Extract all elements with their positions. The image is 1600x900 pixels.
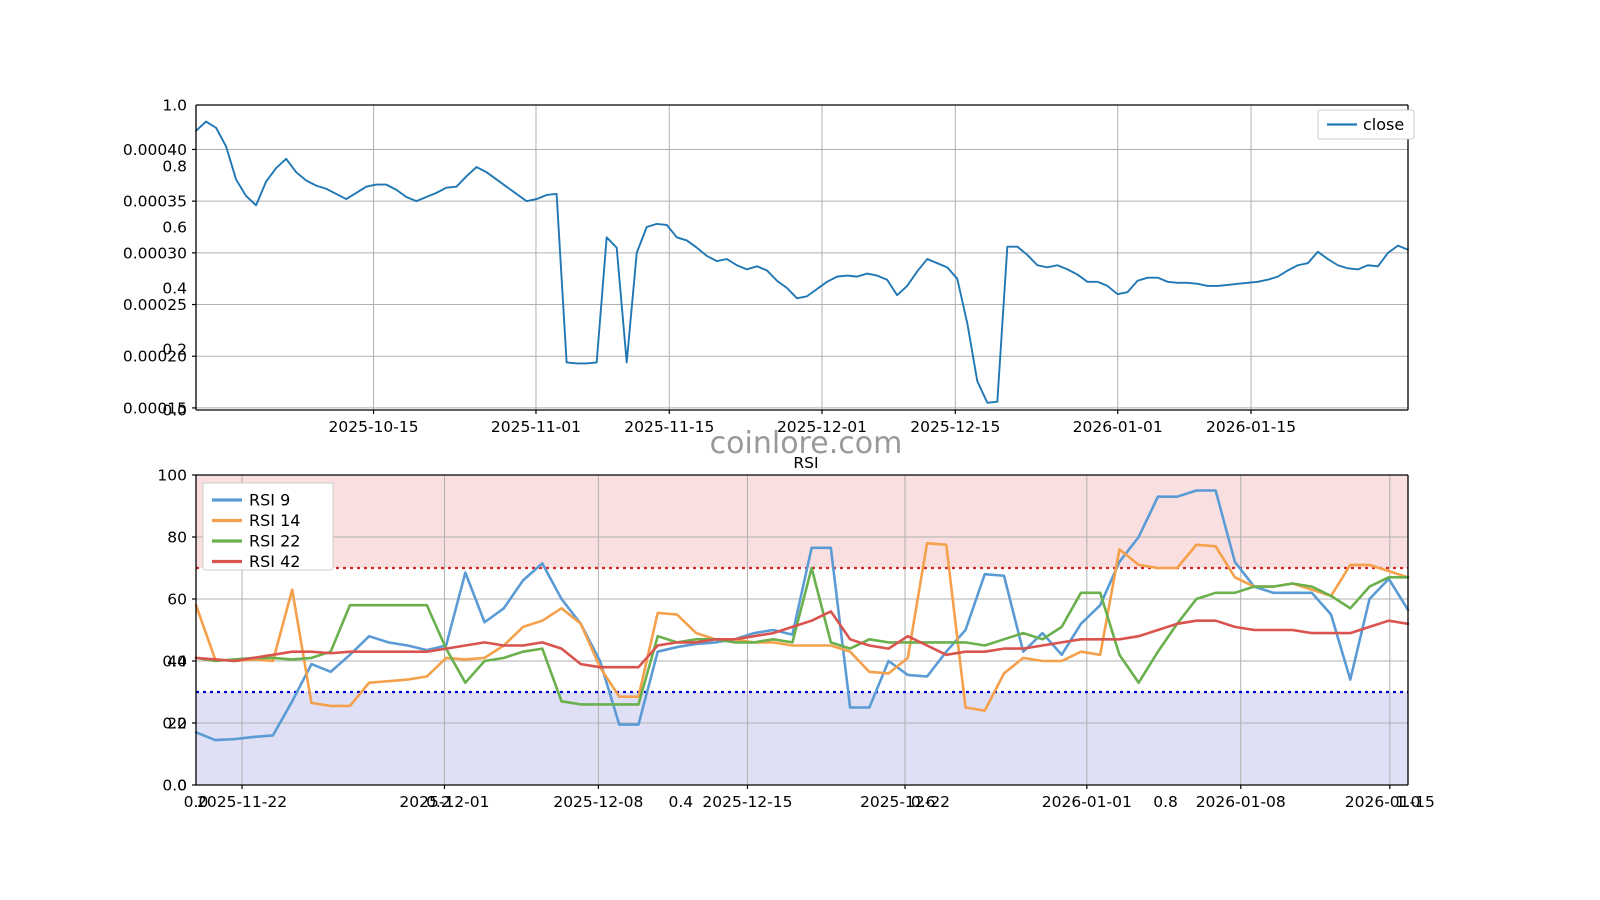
rsi-series-group [194,489,1410,742]
rsi-xtick-2026-01-15: 2026-01-15 [1345,793,1435,811]
rsi-legend-label-rsi-9: RSI 9 [249,491,290,510]
rsi-xtick-2026-01-01: 2026-01-01 [1042,793,1132,811]
rsi-ytick-60: 60 [167,591,187,609]
rsi-series-rsi-14 [194,541,1410,712]
price-xtick-2025-10-15: 2025-10-15 [329,418,419,436]
price-xticks: 2025-10-15 2025-11-01 2025-11-15 2025-12-01… [329,410,1296,436]
price-plot-area [196,105,1408,410]
price-gridlines [196,105,1408,410]
price-ytick-0.00015: 0.00015 [123,399,187,417]
rsi-xtick-2026-01-08: 2026-01-08 [1196,793,1286,811]
rsi-legend-box [202,482,334,571]
price-legend-label-close: close [1363,115,1404,134]
rsi-ytick-40: 40 [167,653,187,671]
rsi-xtick-2025-11-22: 2025-11-22 [197,793,287,811]
price-xtick-2025-12-01: 2025-12-01 [777,418,867,436]
price-ytick-0.00030: 0.00030 [123,244,187,262]
rsi-xtick-2025-12-15: 2025-12-15 [702,793,792,811]
watermark: coinlore.com [710,426,903,461]
price-xtick-2025-11-15: 2025-11-15 [624,418,714,436]
price-series-close [195,120,1409,404]
rsi-xtick-2025-12-22: 2025-12-22 [860,793,950,811]
rsi-panel-title: RSI [793,454,818,472]
price-ytick-secondary-0.4: 0.4 [162,280,187,298]
price-xtick-2025-11-01: 2025-11-01 [491,418,581,436]
price-ytick-0.00025: 0.00025 [123,296,187,314]
rsi-xtick-secondary-0.6: 0.6 [911,793,936,811]
rsi-ytick-secondary-0.0: 0.0 [162,777,187,795]
price-xtick-2026-01-15: 2026-01-15 [1206,418,1296,436]
rsi-gridlines [196,475,1408,785]
price-ytick-0.00040: 0.00040 [123,141,187,159]
price-ytick-secondary-0.0: 0.0 [162,402,187,420]
rsi-legend-label-rsi-14: RSI 14 [249,511,300,530]
price-series-group [195,120,1409,404]
price-panel: 0.00015 0.00020 0.00025 0.00030 0.00035 0.000… [123,97,1415,436]
rsi-series-rsi-9 [194,489,1410,742]
rsi-xtick-secondary-0.2: 0.2 [426,793,451,811]
price-legend[interactable]: close [1317,109,1415,140]
rsi-series-rsi-42 [194,610,1410,669]
rsi-xtick-secondary-0.8: 0.8 [1153,793,1178,811]
rsi-xticks: 2025-11-22 2025-12-01 2025-12-08 2025-12-15… [184,785,1435,811]
rsi-yticks: 0 20 40 60 80 100 0.0 0.2 0.4 [157,467,196,795]
price-xtick-2026-01-01: 2026-01-01 [1073,418,1163,436]
rsi-ytick-0: 0 [177,777,187,795]
rsi-oversold-band [196,692,1408,785]
rsi-panel: 0 20 40 60 80 100 0.0 0.2 0.4 2025-11-22 2025-12-… [157,454,1434,811]
price-ytick-secondary-0.6: 0.6 [162,219,187,237]
price-ytick-secondary-0.8: 0.8 [162,158,187,176]
price-ytick-0.00020: 0.00020 [123,348,187,366]
rsi-xtick-secondary-0.0: 0.0 [184,793,209,811]
rsi-legend-label-rsi-22: RSI 22 [249,532,300,551]
price-ytick-secondary-1.0: 1.0 [162,97,187,115]
rsi-ytick-secondary-0.4: 0.4 [162,653,187,671]
rsi-legend-label-rsi-42: RSI 42 [249,552,300,571]
rsi-xtick-2025-12-01: 2025-12-01 [399,793,489,811]
price-legend-box [1317,109,1415,140]
rsi-overbought-band [196,475,1408,568]
price-ytick-secondary-0.2: 0.2 [162,341,187,359]
rsi-series-rsi-22 [194,566,1410,706]
price-yticks: 0.00015 0.00020 0.00025 0.00030 0.00035 0.000… [123,97,196,420]
rsi-ytick-secondary-0.2: 0.2 [162,715,187,733]
price-ytick-0.00035: 0.00035 [123,193,187,211]
price-xtick-2025-12-15: 2025-12-15 [910,418,1000,436]
rsi-xtick-2025-12-08: 2025-12-08 [553,793,643,811]
rsi-xtick-secondary-1.0: 1.0 [1396,793,1421,811]
rsi-ytick-80: 80 [167,529,187,547]
rsi-ytick-100: 100 [157,467,187,485]
rsi-threshold-lines [196,566,1408,694]
rsi-ytick-20: 20 [167,715,187,733]
rsi-xtick-secondary-0.4: 0.4 [668,793,693,811]
